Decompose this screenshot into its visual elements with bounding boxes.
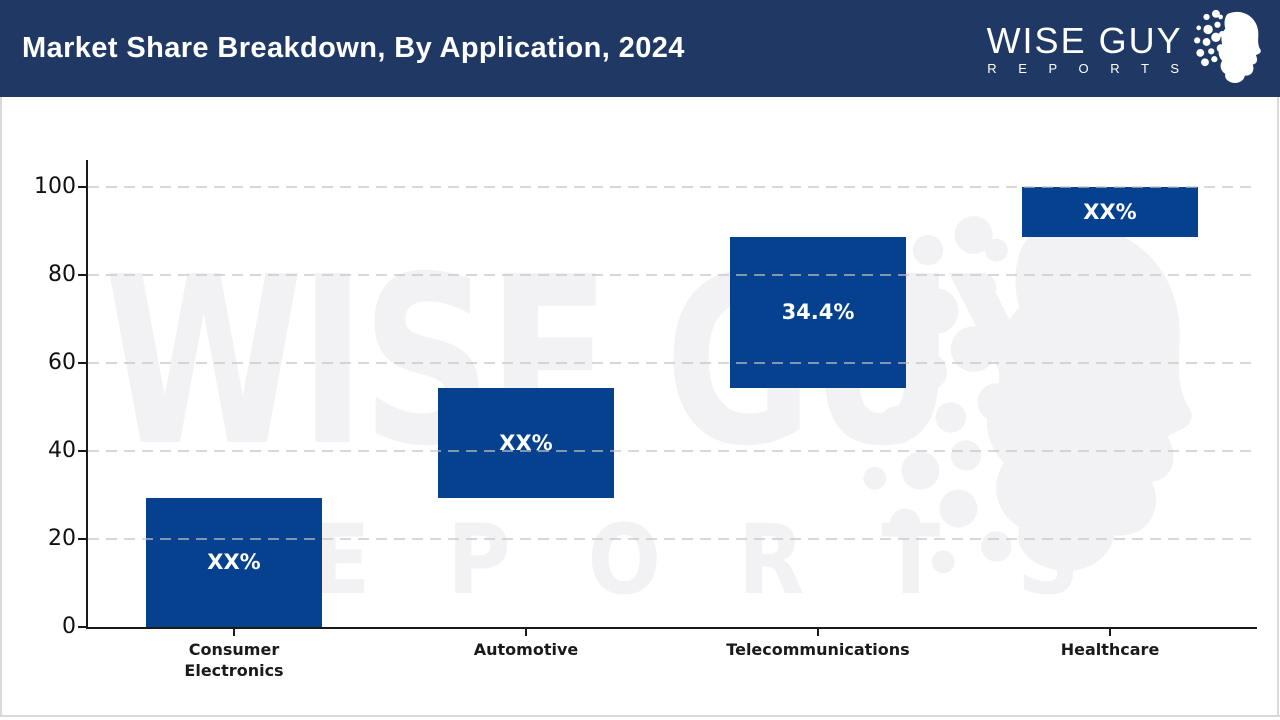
y-tick-mark	[78, 362, 88, 364]
x-tick-label: Healthcare	[1060, 640, 1160, 659]
y-tick-label: 80	[48, 262, 76, 287]
bar-healthcare	[1022, 187, 1198, 237]
bar-value-label: 34.4%	[781, 300, 855, 325]
x-axis	[86, 627, 1257, 629]
x-tick-label: Consumer Electronics	[184, 640, 284, 680]
bar-consumer-electronics	[146, 497, 322, 627]
y-tick-mark	[78, 450, 88, 452]
brand-logo-head-icon	[1194, 9, 1261, 83]
left-border-line	[0, 97, 2, 717]
grid-line	[88, 362, 1257, 364]
bar-value-label: XX%	[207, 550, 261, 575]
y-tick-label: 0	[62, 614, 76, 639]
y-axis	[86, 160, 88, 629]
brand-logo-text: WISE GUY R E P O R T S	[981, 22, 1188, 76]
bar-value-label: XX%	[1083, 199, 1137, 224]
y-tick-label: 100	[34, 174, 76, 199]
x-tick-mark	[817, 629, 819, 636]
x-tick-label: Telecommunications	[726, 640, 910, 659]
y-tick-label: 40	[48, 438, 76, 463]
bar-automotive	[438, 388, 614, 498]
grid-line	[88, 186, 1257, 188]
y-tick-mark	[78, 626, 88, 628]
x-tick-mark	[233, 629, 235, 636]
x-tick-mark	[1109, 629, 1111, 636]
brand-logo: WISE GUY R E P O R T S	[981, 6, 1270, 92]
bottom-border-line	[0, 715, 1280, 717]
y-tick-mark	[78, 186, 88, 188]
brand-logo-wiseguy: WISE GUY	[986, 20, 1183, 62]
bar-value-label: XX%	[499, 430, 553, 455]
y-tick-mark	[78, 274, 88, 276]
x-tick-mark	[525, 629, 527, 636]
grid-line	[88, 274, 1257, 276]
y-tick-label: 60	[48, 350, 76, 375]
grid-line	[88, 450, 1257, 452]
right-border-line	[1277, 97, 1279, 717]
chart-title: Market Share Breakdown, By Application, …	[22, 32, 685, 64]
y-tick-label: 20	[48, 526, 76, 551]
y-tick-mark	[78, 538, 88, 540]
header-bar: Market Share Breakdown, By Application, …	[0, 0, 1280, 97]
brand-logo-reports: R E P O R T S	[987, 60, 1188, 76]
x-tick-label: Automotive	[473, 640, 579, 659]
grid-line	[88, 538, 1257, 540]
